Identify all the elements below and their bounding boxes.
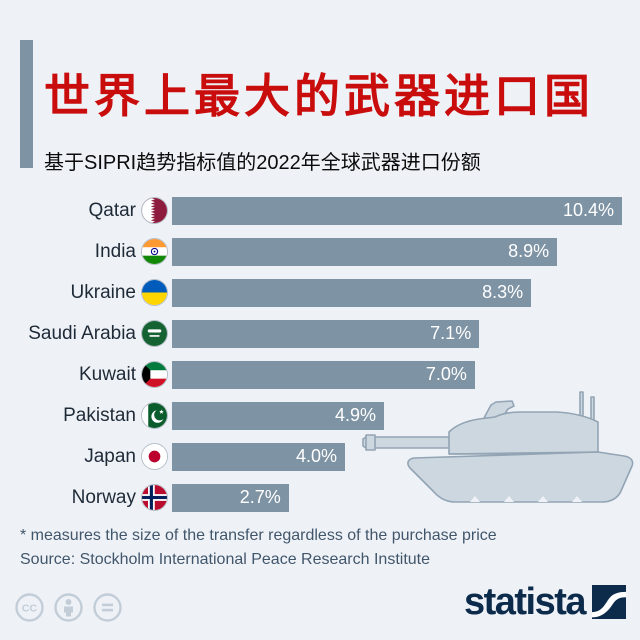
cc-license-icon[interactable]: CC	[14, 592, 45, 623]
qatar-flag-icon	[142, 198, 167, 223]
title-accent-bar	[20, 40, 33, 168]
value-label: 4.9%	[334, 405, 377, 425]
norway-flag-icon	[142, 485, 167, 510]
country-label: Qatar	[88, 199, 136, 221]
country-label: Ukraine	[70, 281, 136, 303]
country-label: Kuwait	[78, 363, 136, 385]
value-label: 4.0%	[296, 446, 338, 466]
source-line: Source: Stockholm International Peace Re…	[20, 551, 430, 568]
tank-illustration-icon	[362, 391, 634, 503]
bar-chart: Qatar 10.4% India 8.9% Ukraine 8.3% Saud…	[0, 190, 640, 518]
bar-track: 10.4%	[172, 196, 622, 225]
license-icons: CC	[14, 592, 123, 623]
country-label: Pakistan	[63, 404, 136, 426]
chart-row: Saudi Arabia 7.1%	[0, 313, 640, 354]
value-label: 7.1%	[430, 323, 472, 343]
value-label: 7.0%	[425, 364, 467, 384]
footnote: * measures the size of the transfer rega…	[20, 527, 497, 544]
svg-text:CC: CC	[22, 603, 38, 615]
statista-logo-text: statista	[463, 581, 587, 623]
bar: 7.1%	[172, 319, 480, 348]
chart-row: Pakistan 4.9%	[0, 395, 640, 436]
value-label: 2.7%	[239, 487, 281, 507]
bar: 2.7%	[172, 483, 289, 512]
chart-row: Ukraine 8.3%	[0, 272, 640, 313]
statista-logo[interactable]: statista	[464, 583, 626, 621]
bar-track: 7.1%	[172, 319, 622, 348]
bar: 7.0%	[172, 360, 475, 389]
bar: 10.4%	[172, 196, 622, 225]
chart-row: Norway 2.7%	[0, 477, 640, 518]
bar: 4.0%	[172, 442, 346, 471]
ukraine-flag-icon	[142, 280, 167, 305]
saudi-arabia-flag-icon	[142, 321, 167, 346]
country-label: Saudi Arabia	[28, 322, 136, 344]
india-flag-icon	[142, 239, 167, 264]
page-title: 世界上最大的武器进口国	[44, 69, 594, 122]
pakistan-flag-icon	[142, 403, 167, 428]
bar: 8.3%	[172, 278, 532, 307]
bar-track: 2.7%	[172, 483, 622, 512]
bar-track: 4.0%	[172, 442, 622, 471]
chart-row: Kuwait 7.0%	[0, 354, 640, 395]
country-label: Norway	[71, 486, 136, 508]
chart-row: Japan 4.0%	[0, 436, 640, 477]
value-label: 10.4%	[562, 200, 614, 220]
country-label: Japan	[84, 445, 136, 467]
bar-track: 8.3%	[172, 278, 622, 307]
bar-track: 4.9%	[172, 401, 622, 430]
japan-flag-icon	[142, 444, 167, 469]
kuwait-flag-icon	[142, 362, 167, 387]
chart-subtitle: 基于SIPRI趋势指标值的2022年全球武器进口份额	[44, 152, 481, 174]
cc-attribution-icon[interactable]	[53, 592, 84, 623]
value-label: 8.3%	[482, 282, 524, 302]
statista-logo-mark-icon	[592, 585, 626, 619]
chart-row: Qatar 10.4%	[0, 190, 640, 231]
bar: 8.9%	[172, 237, 558, 266]
bar: 4.9%	[172, 401, 385, 430]
cc-no-derivatives-icon[interactable]	[92, 592, 123, 623]
chart-row: India 8.9%	[0, 231, 640, 272]
country-label: India	[94, 240, 136, 262]
bar-track: 7.0%	[172, 360, 622, 389]
bar-track: 8.9%	[172, 237, 622, 266]
value-label: 8.9%	[508, 241, 550, 261]
